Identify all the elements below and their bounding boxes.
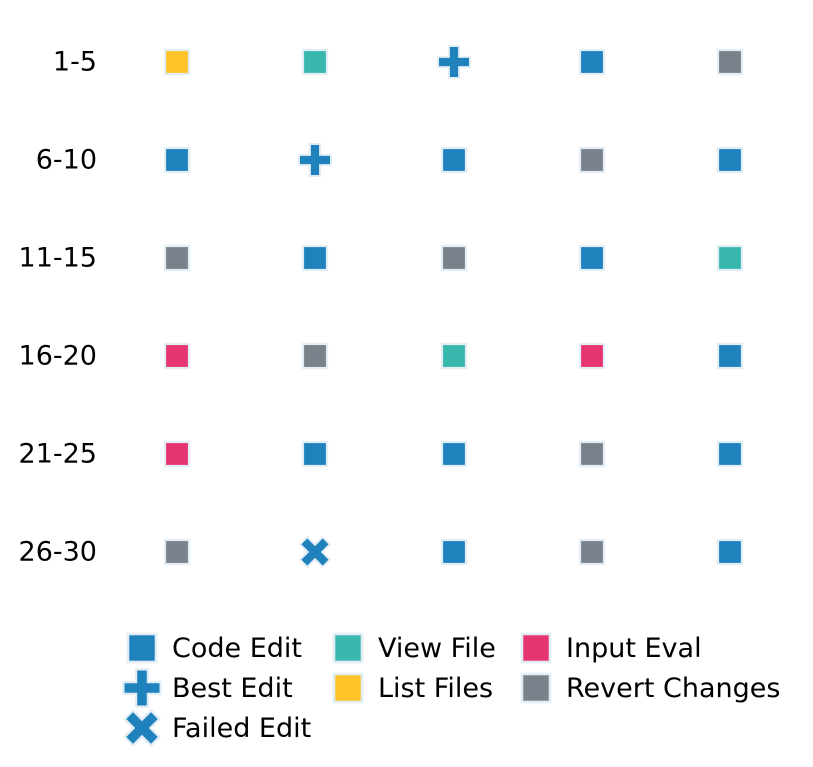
marker-revert-changes [574,142,610,178]
legend-item-list-files: List Files [327,668,496,708]
marker-view-file [297,44,333,80]
marker-code-edit [297,436,333,472]
marker-revert-changes [159,534,195,570]
input-eval-square-icon [515,627,557,669]
marker-best-edit [297,142,333,178]
list-files-square-icon [327,667,369,709]
legend-label: Best Edit [172,672,293,704]
legend-label: List Files [378,672,494,704]
code-edit-square-icon [121,627,163,669]
legend-label: View File [378,632,496,664]
y-tick-label: 11-15 [18,242,97,274]
best-edit-plus-icon [121,667,163,709]
legend-item-revert-changes: Revert Changes [515,668,780,708]
y-tick-label: 26-30 [18,536,97,568]
y-tick-label: 6-10 [35,144,97,176]
legend-item-best-edit: Best Edit [121,668,311,708]
marker-input-eval [159,338,195,374]
marker-code-edit [159,142,195,178]
legend-label: Input Eval [566,632,702,664]
marker-revert-changes [712,44,748,80]
marker-code-edit [712,436,748,472]
legend-label: Code Edit [172,632,302,664]
marker-revert-changes [574,436,610,472]
marker-code-edit [712,534,748,570]
legend-column: View File List Files [327,628,496,708]
legend-item-code-edit: Code Edit [121,628,311,668]
marker-revert-changes [436,240,472,276]
marker-revert-changes [574,534,610,570]
marker-code-edit [436,436,472,472]
marker-revert-changes [159,240,195,276]
marker-code-edit [436,142,472,178]
marker-code-edit [712,338,748,374]
marker-list-files [159,44,195,80]
marker-code-edit [574,240,610,276]
legend-label: Revert Changes [566,672,781,704]
legend-column: Code Edit Best Edit Failed Edit [121,628,311,748]
marker-view-file [712,240,748,276]
legend-column: Input Eval Revert Changes [515,628,780,708]
marker-revert-changes [297,338,333,374]
revert-changes-square-icon [515,667,557,709]
marker-code-edit [436,534,472,570]
marker-code-edit [574,44,610,80]
marker-input-eval [159,436,195,472]
marker-code-edit [297,240,333,276]
y-tick-label: 16-20 [18,340,97,372]
y-tick-label: 1-5 [52,46,97,78]
marker-view-file [436,338,472,374]
marker-best-edit [436,44,472,80]
failed-edit-x-icon [121,707,163,749]
y-tick-label: 21-25 [18,438,97,470]
marker-input-eval [574,338,610,374]
legend-item-view-file: View File [327,628,496,668]
view-file-square-icon [327,627,369,669]
legend-item-failed-edit: Failed Edit [121,708,311,748]
legend-item-input-eval: Input Eval [515,628,780,668]
marker-failed-edit [297,534,333,570]
marker-code-edit [712,142,748,178]
legend-label: Failed Edit [172,712,312,744]
